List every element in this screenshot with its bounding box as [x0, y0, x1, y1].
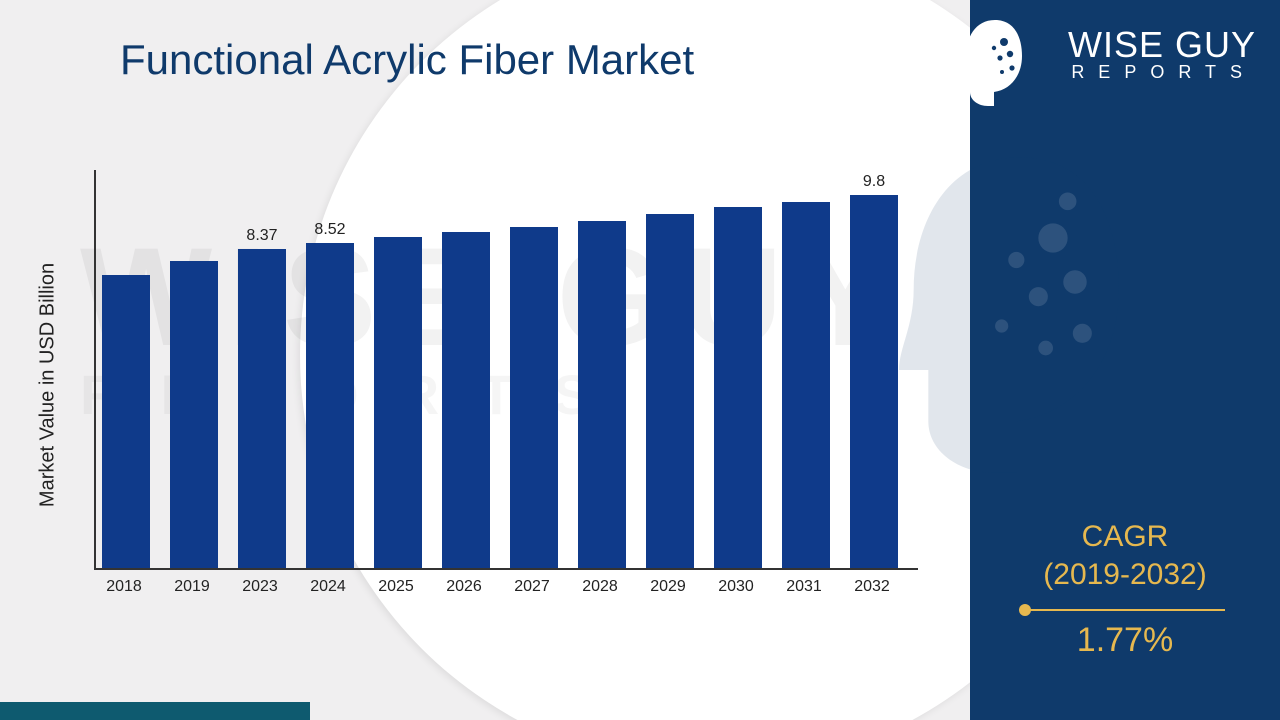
- bar-fill: [306, 243, 354, 568]
- x-tick-label: 2023: [236, 578, 284, 596]
- bar-chart: Market Value in USD Billion 8.378.529.8 …: [58, 170, 918, 600]
- bar-2025: [374, 237, 422, 568]
- bar-2019: [170, 261, 218, 568]
- cagr-value: 1.77%: [1000, 621, 1250, 660]
- bar-fill: [714, 207, 762, 568]
- x-tick-label: 2019: [168, 578, 216, 596]
- y-axis-label: Market Value in USD Billion: [37, 263, 60, 507]
- x-axis-labels: 2018 2019 2023 2024 2025 2026 2027 2028 2029 2030…: [94, 574, 918, 600]
- cagr-block: CAGR (2019-2032) 1.77%: [1000, 518, 1250, 660]
- bar-2027: [510, 227, 558, 568]
- decorative-head-icon: [890, 150, 1150, 480]
- bar-fill: [170, 261, 218, 568]
- bar-2032: 9.8: [850, 195, 898, 568]
- x-tick-label: 2032: [848, 578, 896, 596]
- x-tick-label: 2030: [712, 578, 760, 596]
- x-tick-label: 2026: [440, 578, 488, 596]
- bottom-accent-bar: [0, 702, 310, 720]
- plot-area: 8.37 8.52 9.8: [94, 170, 918, 570]
- bar-2029: [646, 214, 694, 568]
- x-tick-label: 2025: [372, 578, 420, 596]
- bar-fill: [374, 237, 422, 568]
- bar-value-label: 8.37: [238, 227, 286, 245]
- x-tick-label: 2024: [304, 578, 352, 596]
- bar-2023: 8.37: [238, 249, 286, 568]
- bar-2018: [102, 275, 150, 568]
- bar-value-label: 9.8: [850, 173, 898, 191]
- bar-2024: 8.52: [306, 243, 354, 568]
- brand-head-icon: [960, 18, 1030, 108]
- bar-2030: [714, 207, 762, 568]
- bar-fill: [646, 214, 694, 568]
- chart-title: Functional Acrylic Fiber Market: [120, 36, 694, 84]
- bar-fill: [238, 249, 286, 568]
- cagr-label: CAGR (2019-2032): [1000, 518, 1250, 593]
- bar-fill: [782, 202, 830, 568]
- x-tick-label: 2018: [100, 578, 148, 596]
- infographic-canvas: WISE GUY REPORTS Functional Acrylic Fibe…: [0, 0, 1280, 720]
- brand-main: WISE GUY: [1068, 24, 1256, 66]
- x-tick-label: 2027: [508, 578, 556, 596]
- bar-value-label: 8.52: [306, 221, 354, 239]
- bar-fill: [578, 221, 626, 568]
- cagr-label-line1: CAGR: [1082, 520, 1169, 553]
- bar-2028: [578, 221, 626, 568]
- brand-block: WISE GUY REPORTS: [1068, 24, 1256, 83]
- x-tick-label: 2028: [576, 578, 624, 596]
- x-tick-label: 2029: [644, 578, 692, 596]
- bar-fill: [510, 227, 558, 568]
- bar-fill: [850, 195, 898, 568]
- bar-2031: [782, 202, 830, 568]
- x-tick-label: 2031: [780, 578, 828, 596]
- brand-sub: REPORTS: [1068, 62, 1256, 83]
- bar-fill: [102, 275, 150, 568]
- cagr-label-line2: (2019-2032): [1043, 558, 1206, 591]
- bar-2026: [442, 232, 490, 568]
- cagr-divider: [1025, 609, 1225, 611]
- bar-fill: [442, 232, 490, 568]
